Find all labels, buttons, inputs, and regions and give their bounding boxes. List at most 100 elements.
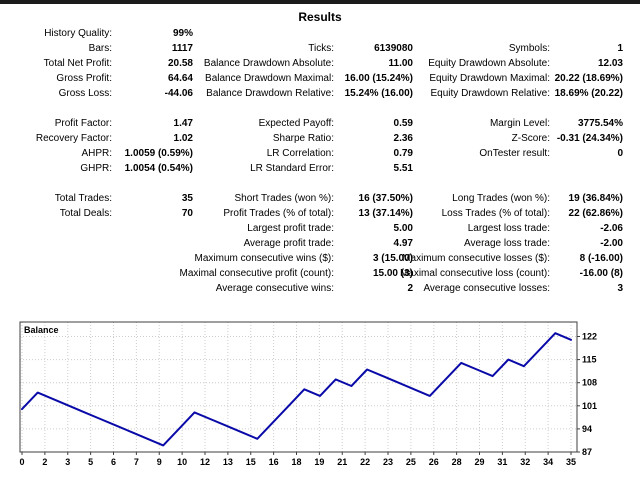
- x-axis-tick-label: 12: [200, 457, 210, 467]
- top-bar: [0, 0, 640, 4]
- page-title: Results: [298, 10, 342, 24]
- stat-value: 1117: [171, 43, 193, 54]
- stat-value: 20.58: [167, 58, 193, 69]
- stat-value: 64.64: [167, 73, 193, 84]
- stat-label: GHPR:: [80, 163, 112, 174]
- stat-label: Total Deals:: [59, 208, 112, 219]
- stat-value: -2.00: [600, 238, 623, 249]
- plot-border: [19, 321, 578, 453]
- stat-label: Long Trades (won %):: [452, 193, 550, 204]
- stat-value: 16 (37.50%): [358, 193, 413, 204]
- stat-label: LR Standard Error:: [250, 163, 334, 174]
- stat-value: 11.00: [388, 58, 413, 69]
- stat-label: Total Net Profit:: [43, 58, 112, 69]
- stat-label: Total Trades:: [54, 193, 112, 204]
- chart-series-label: Balance: [24, 325, 59, 335]
- stat-label: Profit Trades (% of total):: [223, 208, 334, 219]
- stat-label: Average consecutive wins:: [215, 283, 334, 294]
- x-axis-tick-label: 21: [337, 457, 347, 467]
- stat-label: Average consecutive losses:: [423, 283, 550, 294]
- y-axis-tick-label: 115: [582, 355, 597, 365]
- stat-value: 13 (37.14%): [358, 208, 413, 219]
- stat-row: Gross Profit: 64.64 Balance Drawdown Maxim…: [0, 71, 640, 86]
- stat-value: 22 (62.86%): [568, 208, 623, 219]
- stat-value: 15.00 (3): [372, 268, 413, 279]
- stat-value: 8 (-16.00): [579, 253, 623, 264]
- stat-value: 1: [617, 43, 623, 54]
- stat-row: Average consecutive wins: 2 Average consec…: [0, 281, 640, 296]
- x-axis-tick-label: 29: [474, 457, 484, 467]
- stat-value: 99%: [172, 28, 193, 39]
- stat-label: Sharpe Ratio:: [272, 133, 334, 144]
- stat-value: 5.00: [393, 223, 413, 234]
- stat-value: 0: [617, 148, 623, 159]
- stat-label: Equity Drawdown Relative:: [430, 88, 551, 99]
- stat-value: 1.02: [173, 133, 193, 144]
- stat-label: Average profit trade:: [243, 238, 334, 249]
- stat-row: Recovery Factor: 1.02 Sharpe Ratio: 2.36 Z-S…: [0, 131, 640, 146]
- balance-line-series: [21, 332, 572, 447]
- x-axis-tick-label: 5: [88, 457, 93, 467]
- stat-value: 6139080: [374, 43, 413, 54]
- y-axis-tick-label: 101: [582, 401, 597, 411]
- x-axis-tick-label: 35: [566, 457, 576, 467]
- stat-value: 2.36: [393, 133, 413, 144]
- stat-row: Maximal consecutive profit (count): 15.00…: [0, 266, 640, 281]
- y-axis-tick-label: 108: [582, 378, 597, 388]
- stat-label: Equity Drawdown Absolute:: [428, 58, 550, 69]
- stat-label: Z-Score:: [511, 133, 550, 144]
- stat-label: Largest profit trade:: [247, 223, 334, 234]
- stat-value: 3 (15.00): [372, 253, 413, 264]
- stat-value: 3: [617, 283, 623, 294]
- stat-label: Ticks:: [308, 43, 334, 54]
- stats-section: History Quality: 99% Bars: 1117 Ticks: 613908…: [0, 26, 640, 101]
- stat-label: Recovery Factor:: [35, 133, 112, 144]
- stat-value: 12.03: [597, 58, 623, 69]
- y-axis-tick-label: 122: [582, 332, 597, 342]
- stat-value: 3775.54%: [577, 118, 623, 129]
- stat-row: Maximum consecutive wins ($): 3 (15.00) Ma…: [0, 251, 640, 266]
- x-axis-tick-label: 13: [223, 457, 233, 467]
- stat-label: LR Correlation:: [266, 148, 334, 159]
- stat-value: 70: [181, 208, 193, 219]
- stat-label: History Quality:: [44, 28, 112, 39]
- stat-label: Margin Level:: [489, 118, 550, 129]
- stat-value: 1.47: [173, 118, 193, 129]
- stat-value: 19 (36.84%): [568, 193, 623, 204]
- stat-label: Maximum consecutive wins ($):: [194, 253, 334, 264]
- stat-label: Gross Profit:: [56, 73, 112, 84]
- stat-label: AHPR:: [81, 148, 112, 159]
- x-axis-tick-label: 3: [65, 457, 70, 467]
- x-axis-tick-label: 10: [177, 457, 187, 467]
- stat-label: Maximal consecutive loss (count):: [399, 268, 550, 279]
- stat-row: Total Net Profit: 20.58 Balance Drawdown A…: [0, 56, 640, 71]
- stat-row: Profit Factor: 1.47 Expected Payoff: 0.59 Ma…: [0, 116, 640, 131]
- stat-row: Total Trades: 35 Short Trades (won %): 16 (…: [0, 191, 640, 206]
- x-axis-tick-label: 28: [452, 457, 462, 467]
- balance-chart: 0 2 3 5 6 7 9 10 12 13 15 16 18 19 21 22 23 25 26 28 29 31 32 3…: [0, 315, 640, 480]
- x-axis-tick-label: 7: [134, 457, 139, 467]
- stats-section: Profit Factor: 1.47 Expected Payoff: 0.59 Ma…: [0, 116, 640, 176]
- stat-label: Largest loss trade:: [467, 223, 550, 234]
- x-axis-tick-label: 9: [157, 457, 162, 467]
- stat-value: 0.59: [393, 118, 413, 129]
- stat-row: Gross Loss: -44.06 Balance Drawdown Relati…: [0, 86, 640, 101]
- stat-value: 20.22 (18.69%): [554, 73, 623, 84]
- x-axis-tick-label: 16: [269, 457, 279, 467]
- stat-value: 16.00 (15.24%): [344, 73, 413, 84]
- x-axis-tick-label: 32: [520, 457, 530, 467]
- stat-value: 1.0059 (0.59%): [124, 148, 193, 159]
- x-axis-tick-label: 6: [111, 457, 116, 467]
- x-axis-tick-label: 0: [19, 457, 24, 467]
- x-axis-tick-label: 15: [246, 457, 256, 467]
- x-axis-tick-label: 26: [429, 457, 439, 467]
- stat-row: Average profit trade: 4.97 Average loss tr…: [0, 236, 640, 251]
- stat-value: -16.00 (8): [579, 268, 623, 279]
- x-axis-tick-label: 22: [360, 457, 370, 467]
- stat-value: 4.97: [393, 238, 413, 249]
- x-axis-tick-label: 31: [497, 457, 507, 467]
- stat-value: -44.06: [164, 88, 193, 99]
- stat-label: Expected Payoff:: [258, 118, 334, 129]
- stats-table: History Quality: 99% Bars: 1117 Ticks: 613908…: [0, 26, 640, 311]
- stat-label: Balance Drawdown Maximal:: [205, 73, 334, 84]
